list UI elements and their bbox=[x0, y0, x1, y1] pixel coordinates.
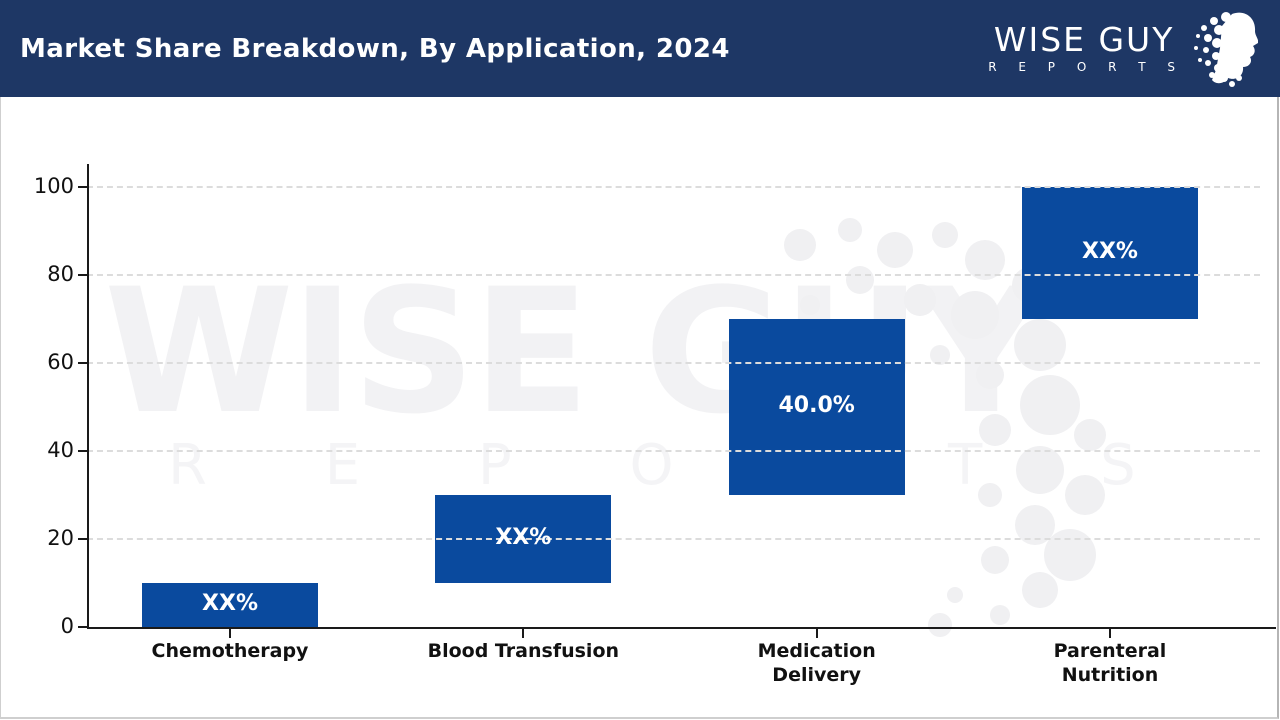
y-axis-spine bbox=[87, 164, 89, 629]
bar-value-label-2: XX% bbox=[495, 525, 552, 550]
watermark-reports-text: R E P O R T S bbox=[168, 433, 1186, 498]
y-tick-mark-40 bbox=[78, 450, 87, 452]
brand-name: WISE GUY bbox=[993, 20, 1175, 59]
y-tick-mark-0 bbox=[78, 626, 87, 628]
x-tick-mark-2 bbox=[522, 629, 525, 638]
y-tick-label-20: 20 bbox=[47, 526, 74, 550]
bar-2 bbox=[435, 495, 612, 583]
y-tick-label-100: 100 bbox=[33, 174, 74, 198]
brand-face-icon bbox=[1194, 11, 1258, 87]
y-tick-label-0: 0 bbox=[60, 614, 74, 638]
x-tick-label-3: Medication Delivery bbox=[757, 640, 876, 686]
brand-subname: R E P O R T S bbox=[988, 60, 1184, 74]
x-tick-label-2: Blood Transfusion bbox=[427, 640, 620, 662]
watermark-face-dots bbox=[784, 218, 1106, 637]
x-tick-label-1: Chemotherapy bbox=[151, 640, 309, 662]
y-tick-mark-20 bbox=[78, 538, 87, 540]
bar-1 bbox=[142, 583, 318, 627]
x-tick-label-4: Parenteral Nutrition bbox=[1053, 640, 1167, 686]
page-title: Market Share Breakdown, By Application, … bbox=[20, 33, 730, 64]
gridline-100 bbox=[87, 186, 1260, 188]
y-tick-mark-60 bbox=[78, 362, 87, 364]
y-tick-label-40: 40 bbox=[47, 438, 74, 462]
y-tick-mark-100 bbox=[78, 186, 87, 188]
bar-value-label-1: XX% bbox=[202, 591, 258, 616]
y-tick-label-80: 80 bbox=[47, 262, 74, 286]
brand-logo-text: WISE GUY R E P O R T S bbox=[984, 23, 1184, 74]
y-tick-label-60: 60 bbox=[47, 350, 74, 374]
x-tick-mark-1 bbox=[229, 629, 231, 638]
y-tick-mark-80 bbox=[78, 274, 87, 276]
brand-logo: WISE GUY R E P O R T S bbox=[984, 8, 1258, 90]
header-bar: Market Share Breakdown, By Application, … bbox=[0, 0, 1280, 97]
